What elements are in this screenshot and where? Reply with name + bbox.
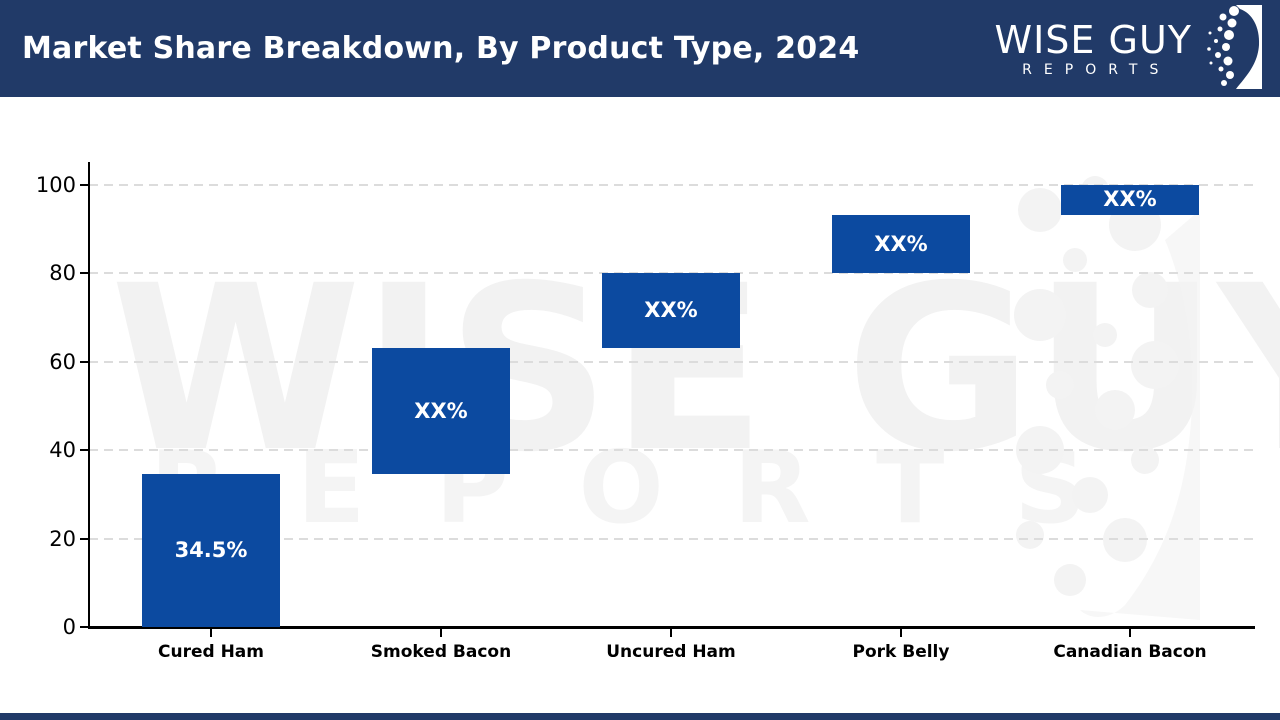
y-axis-tick-label: 0 (62, 615, 76, 639)
y-axis-tick-label: 100 (35, 172, 76, 197)
x-axis-tick (900, 629, 902, 637)
brand-logo-text: WISE GUY REPORTS (995, 21, 1192, 77)
bar-value-label: XX% (644, 298, 698, 323)
y-gridline (89, 449, 1255, 451)
brand-subtitle: REPORTS (1022, 61, 1171, 78)
y-axis-tick-label: 20 (49, 526, 76, 551)
y-axis-tick-label: 40 (49, 438, 76, 462)
x-axis-tick (670, 629, 672, 637)
bar-segment: XX% (372, 348, 510, 475)
bar-value-label: XX% (874, 231, 928, 256)
dotted-head-logo-icon (1196, 4, 1262, 93)
footer-bar (0, 713, 1280, 720)
bar-segment: XX% (832, 215, 970, 273)
y-gridline (89, 183, 1255, 186)
y-axis-tick (80, 449, 88, 451)
x-axis-category-label: Smoked Bacon (370, 642, 512, 662)
header-bar: Market Share Breakdown, By Product Type,… (0, 0, 1280, 97)
bar-segment: 34.5% (142, 474, 280, 627)
y-axis-tick-label: 80 (49, 261, 76, 285)
y-gridline (89, 537, 1255, 540)
brand-logo: WISE GUY REPORTS (995, 4, 1262, 93)
y-axis-tick (80, 272, 88, 274)
x-axis-category-label: Canadian Bacon (1053, 642, 1207, 662)
y-gridline (89, 360, 1255, 363)
y-axis-tick (80, 183, 88, 186)
y-axis-line (88, 162, 90, 629)
x-axis-tick (440, 629, 442, 637)
x-axis-category-label: Uncured Ham (606, 642, 736, 662)
bar-segment: XX% (602, 273, 740, 349)
x-axis-line (88, 626, 1255, 629)
page-title: Market Share Breakdown, By Product Type,… (22, 31, 860, 66)
x-axis-category-label: Pork Belly (852, 642, 950, 662)
y-axis-tick (80, 537, 88, 540)
brand-name: WISE GUY (994, 17, 1192, 62)
watermark-text-line2: REPORTS (150, 429, 1157, 546)
y-axis-tick-label: 60 (49, 349, 76, 374)
bar-value-label: 34.5% (174, 538, 248, 563)
x-axis-tick (210, 629, 212, 637)
bar-segment: XX% (1061, 184, 1199, 216)
y-axis-tick (80, 360, 88, 363)
bar-value-label: XX% (1103, 187, 1157, 212)
bar-value-label: XX% (414, 398, 468, 423)
x-axis-category-label: Cured Ham (158, 642, 264, 662)
x-axis-tick (1129, 629, 1131, 637)
y-axis-tick (80, 626, 88, 628)
